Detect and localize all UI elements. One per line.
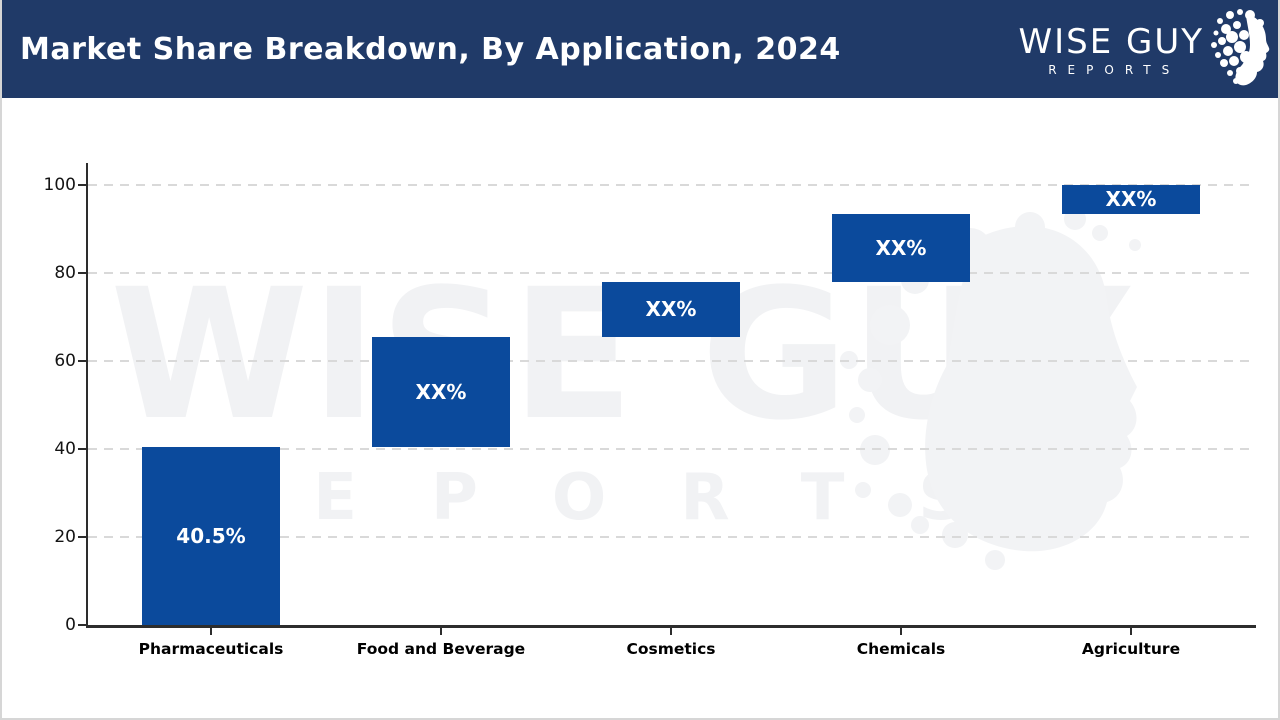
bar-value-label: XX% (415, 379, 467, 404)
bar-pharmaceuticals (142, 446, 280, 625)
x-category-label: Food and Beverage (356, 640, 526, 658)
logo-head-icon (1206, 7, 1270, 93)
watermark-subtext: REPORTS (190, 461, 1039, 535)
y-tick-mark (78, 360, 86, 362)
gridline-60 (88, 360, 1255, 362)
gridline-40 (88, 448, 1255, 450)
y-tick-mark (78, 184, 86, 186)
y-tick-label: 100 (43, 175, 76, 195)
bar-food-and-beverage (372, 336, 510, 447)
x-category-label: Cosmetics (626, 640, 716, 658)
bar-cosmetics (602, 281, 740, 337)
bar-chemicals (832, 213, 970, 282)
x-tick-mark (670, 628, 672, 635)
logo-text: WISE GUY REPORTS (1018, 22, 1204, 77)
x-tick-mark (900, 628, 902, 635)
y-axis-line (86, 163, 88, 627)
x-tick-mark (1130, 628, 1132, 635)
logo-wordmark: WISE GUY (1018, 22, 1204, 63)
x-axis-line (86, 625, 1256, 628)
y-tick-label: 0 (65, 615, 76, 635)
x-category-label: Agriculture (1081, 640, 1181, 658)
y-tick-mark (78, 448, 86, 450)
x-tick-mark (210, 628, 212, 635)
wise-guy-logo: WISE GUY REPORTS (1018, 6, 1270, 94)
page-title: Market Share Breakdown, By Application, … (20, 31, 841, 67)
bar-value-label: XX% (875, 235, 927, 260)
y-tick-mark (78, 272, 86, 274)
y-tick-label: 20 (54, 527, 76, 547)
gridline-80 (88, 272, 1255, 274)
x-tick-mark (440, 628, 442, 635)
bar-value-label: XX% (645, 297, 697, 322)
y-tick-mark (78, 624, 86, 626)
bar-value-label: XX% (1105, 187, 1157, 212)
y-tick-label: 40 (54, 439, 76, 459)
bar-agriculture (1062, 185, 1200, 214)
gridline-100 (88, 184, 1255, 186)
header-bar: Market Share Breakdown, By Application, … (0, 0, 1280, 98)
y-tick-mark (78, 536, 86, 538)
x-category-label: Pharmaceuticals (138, 640, 284, 658)
gridline-20 (88, 536, 1255, 538)
x-category-label: Chemicals (856, 640, 946, 658)
logo-subtitle: REPORTS (1048, 62, 1181, 77)
bar-value-label: 40.5% (176, 523, 246, 548)
y-tick-label: 60 (54, 351, 76, 371)
y-tick-label: 80 (54, 263, 76, 283)
